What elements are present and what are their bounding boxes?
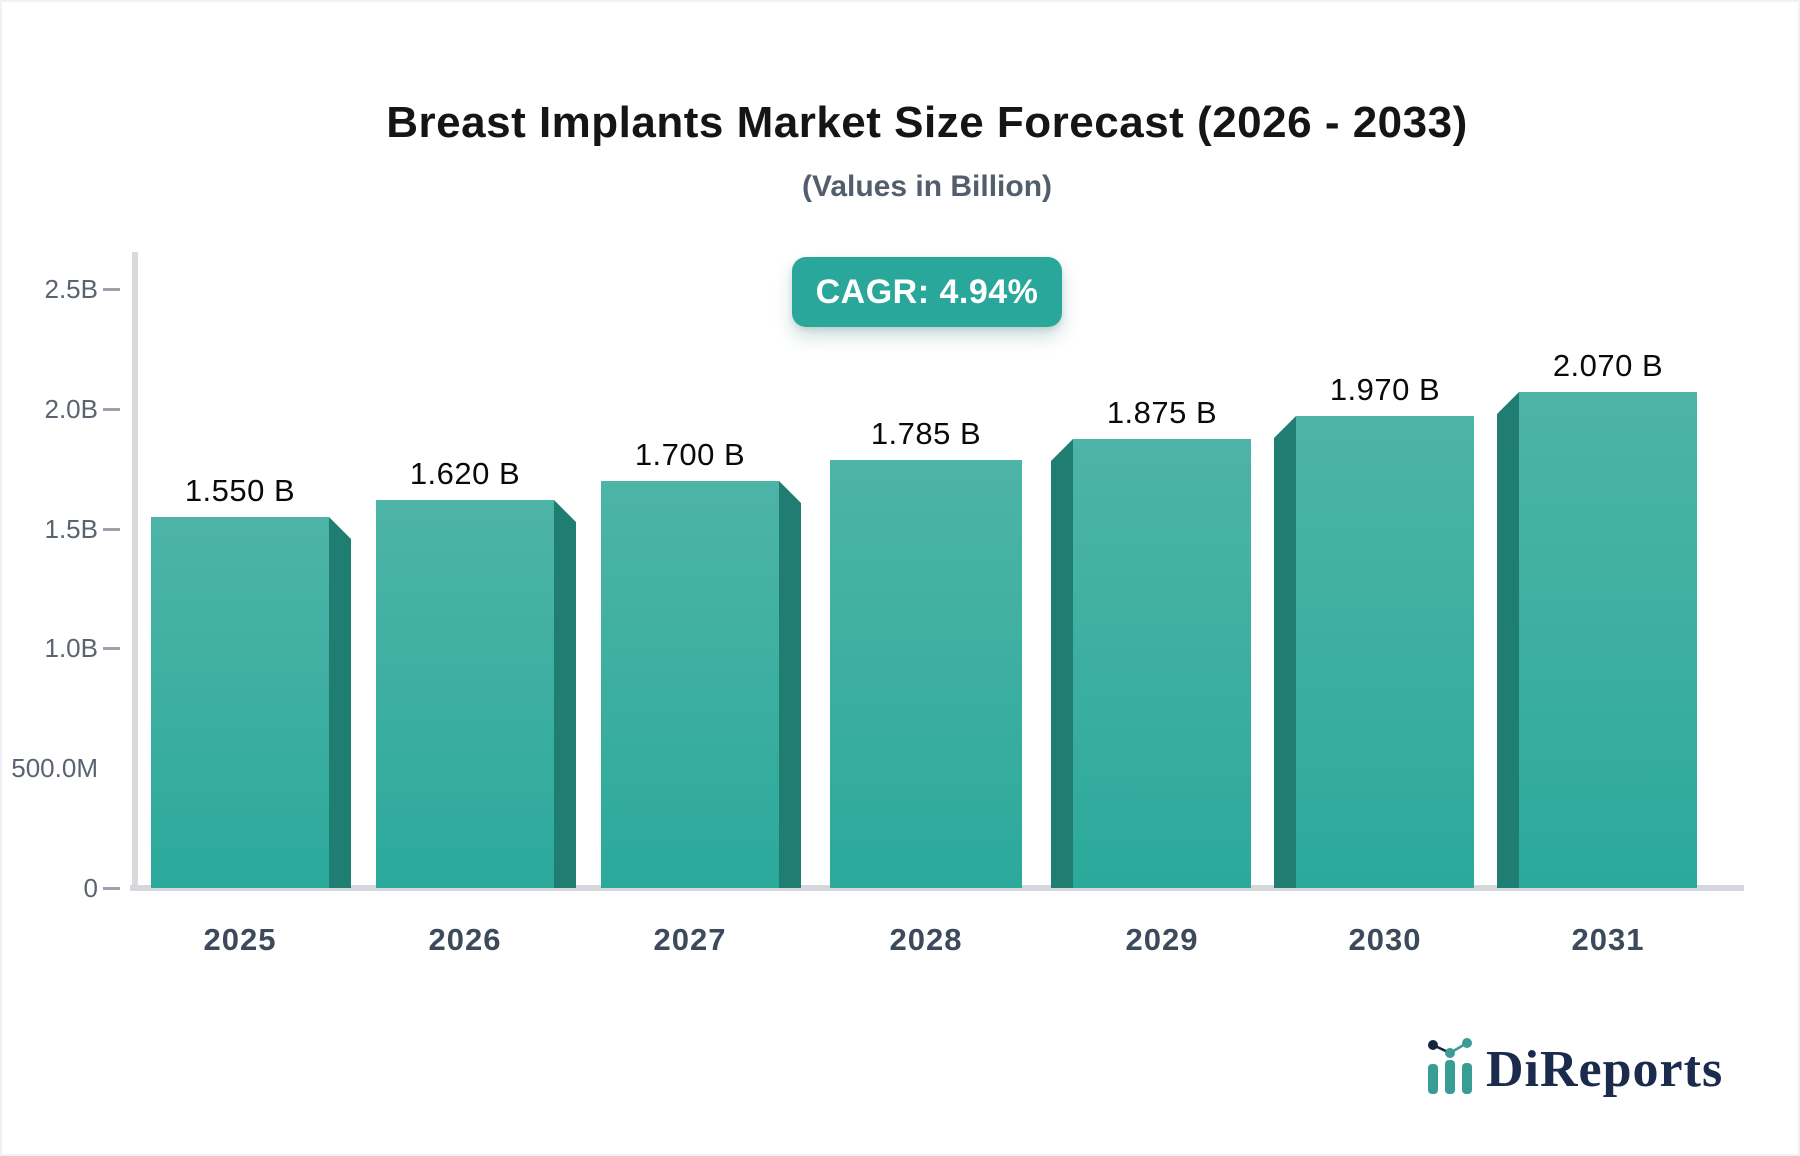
- chart-title: Breast Implants Market Size Forecast (20…: [386, 98, 1468, 147]
- y-axis-label: 2.0B: [44, 393, 99, 424]
- bar-group-2025: [151, 517, 351, 888]
- bar-value-label: 1.620 B: [409, 456, 521, 491]
- bar-side-3d: [1051, 439, 1073, 888]
- bar-side-3d: [779, 481, 801, 888]
- bar-face: [151, 517, 329, 888]
- bar-group-2028: [826, 460, 1026, 888]
- y-axis-tick: [103, 288, 120, 291]
- y-axis-tick: [103, 527, 120, 531]
- cagr-badge-label: CAGR: 4.94%: [815, 272, 1039, 311]
- bar-group-2026: [376, 500, 576, 888]
- bar-side-3d: [1274, 416, 1296, 888]
- bar-value-label: 1.785 B: [870, 416, 982, 451]
- y-axis-label: 2.5B: [44, 274, 99, 304]
- bar-group-2031: [1497, 392, 1697, 888]
- y-axis-label: 500.0M: [11, 753, 98, 784]
- x-axis-label-2030: 2030: [1348, 922, 1422, 957]
- x-axis-baseline: [130, 885, 1744, 891]
- bar-value-label: 2.070 B: [1552, 348, 1664, 383]
- x-axis-label-2025: 2025: [203, 922, 277, 957]
- logo-text: DiReports: [1486, 1041, 1724, 1098]
- bar-side-3d: [1497, 392, 1519, 888]
- x-axis-label-2031: 2031: [1571, 922, 1645, 957]
- cagr-badge: CAGR: 4.94%: [792, 257, 1062, 327]
- y-axis-label: 0: [83, 873, 98, 903]
- bar-face: [830, 460, 1022, 888]
- bar-value-label: 1.700 B: [634, 437, 746, 472]
- bar-face: [1519, 392, 1697, 888]
- y-axis-label: 1.5B: [44, 513, 99, 544]
- x-axis-label-2028: 2028: [889, 922, 963, 957]
- bar-value-label: 1.875 B: [1106, 395, 1218, 430]
- x-axis-label-2029: 2029: [1125, 922, 1199, 957]
- x-axis-label-2026: 2026: [428, 922, 502, 957]
- x-axis-label-2027: 2027: [653, 922, 727, 957]
- bar-side-3d: [554, 500, 576, 888]
- bar-value-label: 1.970 B: [1329, 372, 1441, 407]
- y-axis-tick: [103, 407, 120, 411]
- logo-chart-icon: [1428, 1038, 1472, 1094]
- bar-face: [376, 500, 554, 888]
- direports-logo: DiReports: [1426, 1034, 1723, 1096]
- bar-value-label: 1.550 B: [184, 473, 296, 508]
- y-axis-line: [132, 252, 138, 891]
- y-axis-tick: [103, 887, 120, 890]
- y-axis-label: 1.0B: [44, 633, 99, 664]
- chart-subtitle: (Values in Billion): [801, 170, 1053, 203]
- bar-face: [1073, 439, 1251, 888]
- bar-side-3d: [329, 517, 351, 888]
- bar-group-2029: [1051, 439, 1251, 888]
- y-axis-tick: [103, 647, 120, 651]
- bar-group-2030: [1274, 416, 1474, 888]
- bar-face: [1296, 416, 1474, 888]
- bar-group-2027: [601, 481, 801, 888]
- bar-face: [601, 481, 779, 888]
